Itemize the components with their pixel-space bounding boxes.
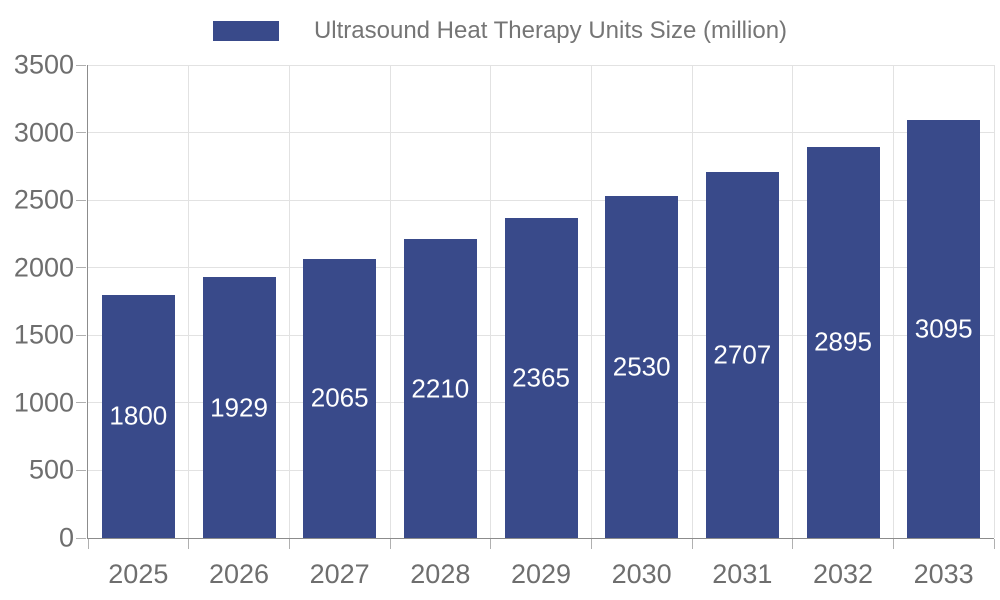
x-axis-tick [590, 539, 592, 549]
y-axis-labels: 0 500 1000 1500 2000 2500 3000 3500 [0, 51, 74, 551]
legend-swatch-icon [212, 21, 279, 41]
y-tick-label: 2000 [13, 252, 74, 283]
y-tick-label: 1000 [13, 387, 74, 418]
bar-2027[interactable]: 2065 [303, 258, 377, 538]
bar-2029[interactable]: 2365 [504, 218, 578, 538]
x-axis-tick [389, 539, 391, 549]
bar-value-label: 2895 [814, 326, 872, 357]
bar-2033[interactable]: 3095 [907, 119, 981, 538]
y-axis-tick [76, 469, 86, 471]
x-tick-label-2027: 2027 [309, 559, 370, 589]
y-axis-tick [76, 64, 86, 66]
gridline-vertical [389, 65, 391, 538]
gridline-vertical [188, 65, 190, 538]
y-axis-tick [76, 199, 86, 201]
x-axis-tick [691, 539, 693, 549]
x-tick-label-2025: 2025 [108, 559, 169, 589]
plot-area: 1800 1929 2065 2210 2365 2530 2707 2895 3095 [76, 64, 995, 549]
y-tick-label: 2500 [13, 184, 74, 215]
y-axis-tick [76, 132, 86, 134]
bar-value-label: 2530 [612, 351, 671, 382]
legend-label: Ultrasound Heat Therapy Units Size (mill… [313, 16, 788, 44]
x-tick-label-2026: 2026 [208, 559, 270, 589]
bar-2031[interactable]: 2707 [705, 172, 779, 538]
bar-value-label: 2065 [310, 382, 369, 413]
x-axis-tick [792, 539, 794, 549]
bar-2030[interactable]: 2530 [605, 196, 679, 538]
x-tick-label-2032: 2032 [812, 559, 874, 589]
gridline-vertical [691, 65, 693, 538]
bar-value-label: 3095 [914, 313, 973, 344]
x-axis-tick [892, 539, 894, 549]
bar-2028[interactable]: 2210 [403, 239, 477, 538]
x-axis-tick [288, 539, 290, 549]
gridline-vertical [993, 65, 995, 538]
y-axis-tick [76, 537, 86, 539]
x-tick-label-2030: 2030 [611, 559, 672, 589]
gridline-vertical [288, 65, 290, 538]
bar-value-label: 1800 [109, 400, 168, 431]
bar-2032[interactable]: 2895 [806, 146, 880, 538]
x-axis-labels: 2025 2026 2027 2028 2029 2030 2031 2032 2033 [88, 556, 994, 592]
bar-value-label: 2365 [512, 362, 570, 393]
bar-value-label: 2707 [713, 339, 772, 370]
y-tick-label: 0 [58, 522, 74, 553]
x-tick-label-2031: 2031 [712, 559, 773, 589]
legend[interactable]: Ultrasound Heat Therapy Units Size (mill… [0, 13, 1000, 49]
x-tick-label-2029: 2029 [510, 559, 572, 589]
bar-2026[interactable]: 1929 [202, 277, 276, 538]
y-tick-label: 3500 [13, 49, 74, 80]
x-axis-line [87, 538, 994, 539]
y-axis-tick [76, 267, 86, 269]
x-axis-tick [993, 539, 995, 549]
y-axis-line [87, 65, 88, 538]
gridline-horizontal [88, 64, 994, 66]
x-tick-label-2033: 2033 [913, 559, 974, 589]
gridline-horizontal [88, 199, 994, 201]
y-tick-label: 3000 [13, 117, 74, 148]
x-axis-tick [490, 539, 492, 549]
bar-value-label: 2210 [411, 373, 470, 404]
y-axis-tick [76, 334, 86, 336]
bar-2025[interactable]: 1800 [101, 294, 175, 538]
gridline-vertical [892, 65, 894, 538]
y-tick-label: 500 [28, 454, 74, 485]
y-tick-label: 1500 [13, 319, 74, 350]
gridline-vertical [490, 65, 492, 538]
gridline-horizontal [88, 132, 994, 134]
gridline-vertical [792, 65, 794, 538]
x-axis-tick [87, 539, 89, 549]
x-tick-label-2028: 2028 [410, 559, 471, 589]
bar-value-label: 1929 [210, 392, 268, 423]
x-axis-tick [188, 539, 190, 549]
gridline-vertical [590, 65, 592, 538]
y-axis-tick [76, 402, 86, 404]
